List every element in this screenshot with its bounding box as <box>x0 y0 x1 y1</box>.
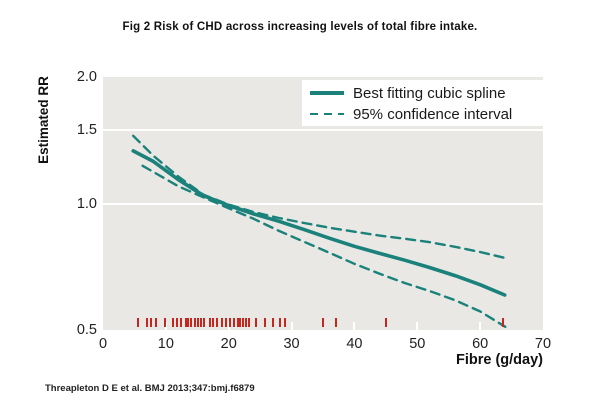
rug-tick <box>155 318 158 327</box>
dashed-line-swatch-icon <box>310 112 344 116</box>
rug-tick <box>284 318 287 327</box>
cubic-spline-line <box>131 149 507 297</box>
x-tick-label-10: 10 <box>157 336 174 352</box>
x-tickmark-60 <box>479 322 482 332</box>
x-tick-label-70: 70 <box>534 336 552 352</box>
gridline-rr-1 <box>103 202 543 205</box>
rug-tick <box>179 318 182 327</box>
citation-text: Threapleton D E et al. BMJ 2013;347:bmj.… <box>45 383 255 394</box>
rug-tick <box>212 318 214 327</box>
x-tick-label-30: 30 <box>283 336 300 352</box>
gridline-rr-1.5 <box>103 128 543 131</box>
rug-tick <box>193 318 196 327</box>
legend-item-ci: 95% confidence interval <box>310 104 512 124</box>
rug-tick <box>221 318 224 327</box>
spline-curves-svg <box>131 134 508 328</box>
x-tick-label-60: 60 <box>472 336 489 352</box>
rug-tick <box>236 318 239 327</box>
x-tick-label-50: 50 <box>409 336 426 352</box>
rug-tick <box>136 318 139 327</box>
y-tick-label-1.5: 1.5 <box>76 121 97 138</box>
rug-tick <box>209 318 212 327</box>
x-axis-title: Fibre (g/day) <box>455 352 543 368</box>
rug-tick <box>502 318 505 327</box>
x-tick-label-0: 0 <box>98 336 108 352</box>
solid-line-swatch-icon <box>310 91 344 95</box>
rug-tick <box>335 318 338 327</box>
legend-item-spline: Best fitting cubic spline <box>310 83 506 103</box>
ci-lower-line <box>141 164 507 328</box>
rug-tick <box>190 318 192 327</box>
rug-tick <box>184 318 187 327</box>
legend-label-ci: 95% confidence interval <box>353 105 513 123</box>
rug-tick <box>200 318 203 327</box>
x-tickmark-20 <box>227 322 230 332</box>
rug-tick <box>171 318 174 327</box>
rug-tick <box>164 318 167 327</box>
x-tickmark-40 <box>353 322 356 332</box>
legend-label-spline: Best fitting cubic spline <box>353 84 506 102</box>
y-tick-label-1.0: 1.0 <box>76 195 97 212</box>
rug-tick <box>202 318 205 327</box>
rug-tick <box>322 318 324 327</box>
x-tick-label-40: 40 <box>346 336 363 352</box>
y-tick-label-0.5: 0.5 <box>76 322 97 339</box>
rug-tick <box>239 318 242 327</box>
x-tick-label-20: 20 <box>220 336 237 352</box>
rug-tick <box>241 318 244 327</box>
rug-tick <box>216 318 219 327</box>
x-tickmark-30 <box>290 322 293 332</box>
rug-tick <box>187 318 190 327</box>
rug-tick <box>248 318 251 327</box>
rug-tick <box>244 318 247 327</box>
legend-box: Best fitting cubic spline 95% confidence… <box>302 80 543 126</box>
y-tick-label-2.0: 2.0 <box>76 68 97 85</box>
x-tickmark-10 <box>164 322 167 332</box>
ci-upper-line <box>132 134 508 260</box>
rug-tick <box>272 318 275 327</box>
rug-tick <box>196 318 199 327</box>
rug-tick <box>279 318 282 327</box>
rug-tick <box>224 318 227 327</box>
rug-tick <box>146 318 148 327</box>
rug-tick <box>175 318 178 327</box>
figure-title: Fig 2 Risk of CHD across increasing leve… <box>122 21 478 33</box>
y-axis-title: Estimated RR <box>36 76 51 164</box>
rug-tick <box>233 318 236 327</box>
x-tickmark-50 <box>416 322 419 332</box>
rug-tick <box>255 318 258 327</box>
rug-tick <box>228 318 231 327</box>
rug-tick <box>385 318 388 327</box>
rug-tick <box>149 318 152 327</box>
rug-tick <box>264 318 267 327</box>
